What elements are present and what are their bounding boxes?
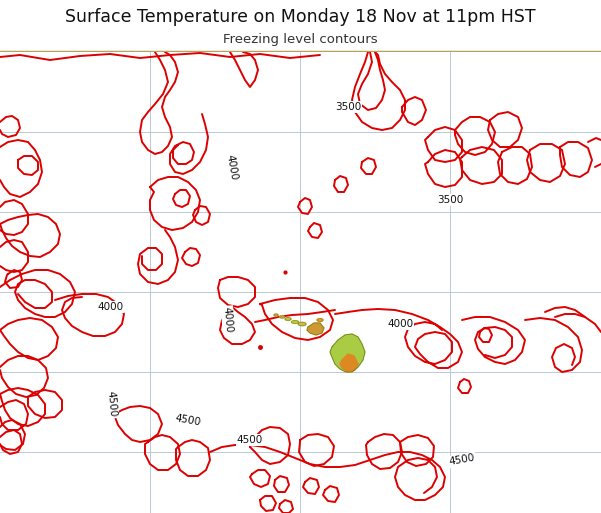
Text: 4500: 4500 — [174, 413, 202, 427]
Polygon shape — [274, 314, 278, 316]
Text: 4000: 4000 — [225, 153, 239, 181]
Polygon shape — [285, 318, 291, 321]
Text: 3500: 3500 — [335, 102, 361, 112]
Polygon shape — [330, 334, 365, 372]
Text: Freezing level contours: Freezing level contours — [223, 32, 378, 46]
Polygon shape — [307, 323, 324, 335]
Polygon shape — [340, 354, 358, 372]
Polygon shape — [279, 316, 284, 318]
Text: 3500: 3500 — [437, 195, 463, 205]
Text: 4000: 4000 — [387, 319, 413, 329]
Text: 4500: 4500 — [106, 390, 118, 418]
Polygon shape — [298, 322, 306, 326]
Polygon shape — [291, 321, 299, 323]
Text: 4500: 4500 — [448, 453, 476, 467]
Text: 4000: 4000 — [222, 307, 234, 333]
Text: 4000: 4000 — [97, 302, 123, 312]
Polygon shape — [317, 319, 323, 322]
Text: 4500: 4500 — [237, 435, 263, 445]
Text: Surface Temperature on Monday 18 Nov at 11pm HST: Surface Temperature on Monday 18 Nov at … — [65, 8, 536, 26]
